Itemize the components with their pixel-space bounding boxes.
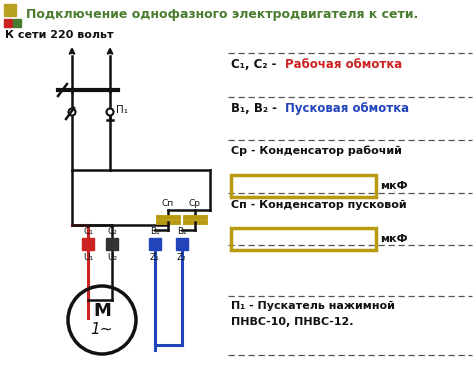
Text: В₂: В₂ <box>177 227 187 236</box>
Text: Рабочая обмотка: Рабочая обмотка <box>285 58 402 71</box>
Text: U₂: U₂ <box>107 253 117 262</box>
Bar <box>231 175 376 197</box>
Text: М: М <box>93 302 111 320</box>
Bar <box>82 238 94 250</box>
Text: Ср - Конденсатор рабочий: Ср - Конденсатор рабочий <box>231 145 402 155</box>
Text: Сп: Сп <box>162 199 174 208</box>
Text: мкФ: мкФ <box>380 234 408 244</box>
Text: С₁, С₂ -: С₁, С₂ - <box>231 58 281 71</box>
Text: ПНВС-10, ПНВС-12.: ПНВС-10, ПНВС-12. <box>231 317 354 327</box>
Text: Сп - Конденсатор пусковой: Сп - Конденсатор пусковой <box>231 200 407 210</box>
Bar <box>149 238 161 250</box>
Text: П₁ - Пускатель нажимной: П₁ - Пускатель нажимной <box>231 301 395 311</box>
Text: Z₂: Z₂ <box>177 253 187 262</box>
Bar <box>106 238 118 250</box>
Text: С₂: С₂ <box>107 227 117 236</box>
Text: Подключение однофазного электродвигателя к сети.: Подключение однофазного электродвигателя… <box>26 8 418 21</box>
Text: Z₁: Z₁ <box>150 253 160 262</box>
Text: К сети 220 вольт: К сети 220 вольт <box>5 30 114 40</box>
Text: Пусковая обмотка: Пусковая обмотка <box>285 102 409 115</box>
Text: В₁: В₁ <box>150 227 160 236</box>
Text: В₁, В₂ -: В₁, В₂ - <box>231 102 281 115</box>
Bar <box>176 238 188 250</box>
Text: 1~: 1~ <box>91 323 113 338</box>
Bar <box>13 19 21 27</box>
Text: С₁: С₁ <box>83 227 93 236</box>
Text: Ср: Ср <box>189 199 201 208</box>
Bar <box>4 4 16 16</box>
Text: П₁: П₁ <box>116 105 128 115</box>
Bar <box>4 19 12 27</box>
Text: мкФ: мкФ <box>380 181 408 191</box>
Bar <box>231 228 376 250</box>
Text: U₁: U₁ <box>83 253 93 262</box>
